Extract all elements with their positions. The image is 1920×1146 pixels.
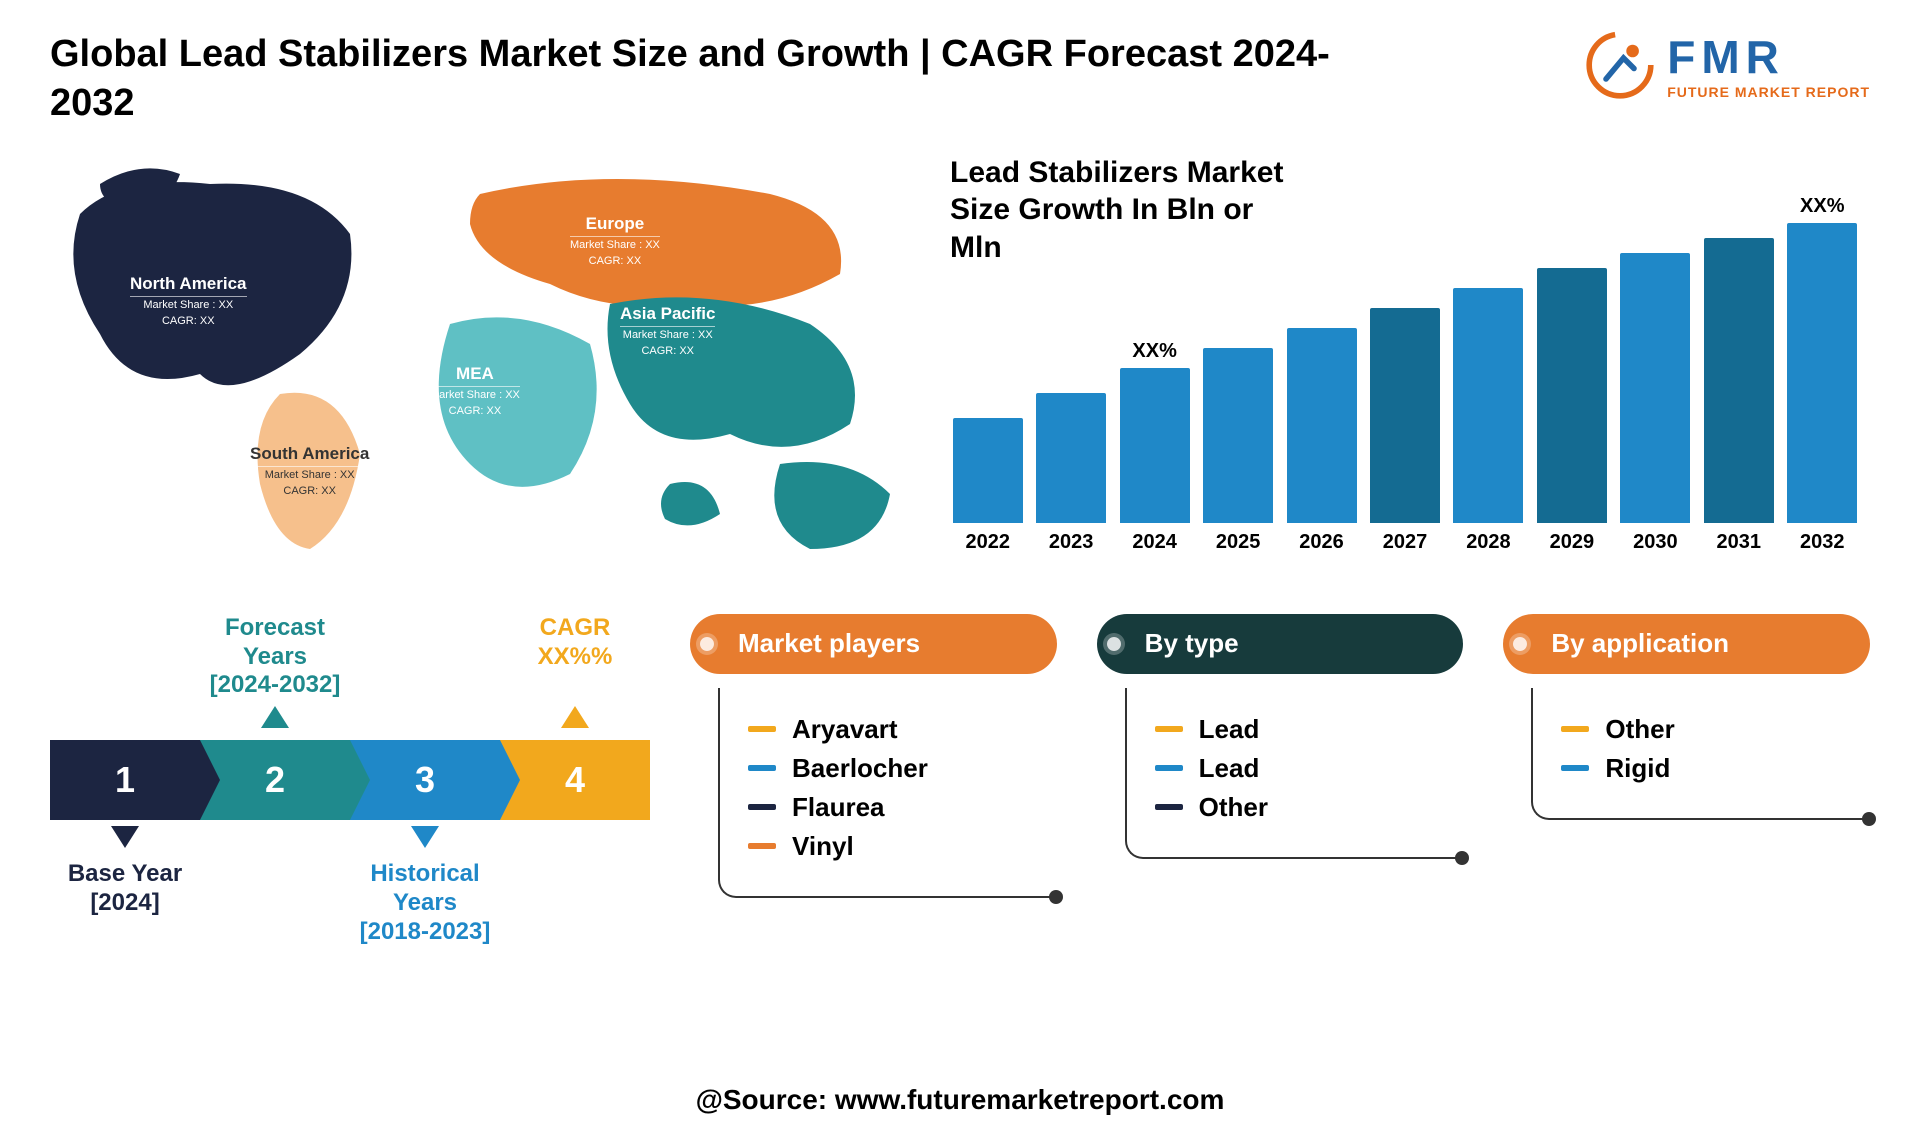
timeline: Forecast Years[2024-2032]CAGRXX%% 1234 B…	[50, 614, 650, 947]
cat-item: Baerlocher	[748, 753, 1047, 784]
growth-bar-chart: Lead Stabilizers Market Size Growth In B…	[950, 154, 1870, 554]
bar-2030: 2030	[1618, 253, 1693, 554]
cat-item: Other	[1155, 792, 1454, 823]
fmr-logo: FMR FUTURE MARKET REPORT	[1585, 30, 1870, 100]
timeline-seg-3: 3	[350, 740, 500, 820]
category-pill: By application	[1503, 614, 1870, 674]
region-label-ap: Asia PacificMarket Share : XXCAGR: XX	[620, 304, 715, 357]
region-label-mea: MEAMarket Share : XXCAGR: XX	[430, 364, 520, 417]
bar-2023: 2023	[1033, 393, 1108, 554]
category-col-1: By type Lead Lead Other	[1097, 614, 1464, 898]
bar-2032: XX%2032	[1785, 223, 1860, 554]
world-map: North AmericaMarket Share : XXCAGR: XX So…	[50, 154, 920, 554]
category-panel: Market players Aryavart Baerlocher Flaurea V…	[690, 614, 1870, 898]
cat-item: Flaurea	[748, 792, 1047, 823]
category-list: Lead Lead Other	[1125, 688, 1464, 859]
bar-2026: 2026	[1284, 328, 1359, 554]
page-title: Global Lead Stabilizers Market Size and …	[50, 30, 1330, 129]
bar-2029: 2029	[1534, 268, 1609, 554]
region-label-eu: EuropeMarket Share : XXCAGR: XX	[570, 214, 660, 267]
bar-2031: 2031	[1701, 238, 1776, 554]
fmr-logo-icon	[1585, 30, 1655, 100]
category-pill: Market players	[690, 614, 1057, 674]
timeline-seg-4: 4	[500, 740, 650, 820]
timeline-seg-1: 1	[50, 740, 200, 820]
source-footer: @Source: www.futuremarketreport.com	[0, 1084, 1920, 1116]
timeline-seg-2: 2	[200, 740, 350, 820]
category-pill: By type	[1097, 614, 1464, 674]
world-map-svg	[50, 154, 920, 554]
category-list: Aryavart Baerlocher Flaurea Vinyl	[718, 688, 1057, 898]
cat-item: Lead	[1155, 753, 1454, 784]
cat-item: Rigid	[1561, 753, 1860, 784]
bar-2027: 2027	[1367, 308, 1442, 554]
logo-main-text: FMR	[1667, 30, 1870, 84]
cat-item: Aryavart	[748, 714, 1047, 745]
logo-sub-text: FUTURE MARKET REPORT	[1667, 84, 1870, 100]
region-label-sa: South AmericaMarket Share : XXCAGR: XX	[250, 444, 369, 497]
cat-item: Lead	[1155, 714, 1454, 745]
bar-2025: 2025	[1200, 348, 1275, 554]
region-label-na: North AmericaMarket Share : XXCAGR: XX	[130, 274, 247, 327]
cat-item: Vinyl	[748, 831, 1047, 862]
category-col-0: Market players Aryavart Baerlocher Flaurea V…	[690, 614, 1057, 898]
cat-item: Other	[1561, 714, 1860, 745]
bar-2028: 2028	[1451, 288, 1526, 554]
bar-2022: 2022	[950, 418, 1025, 554]
category-list: Other Rigid	[1531, 688, 1870, 820]
category-col-2: By application Other Rigid	[1503, 614, 1870, 898]
bar-2024: XX%2024	[1117, 368, 1192, 554]
